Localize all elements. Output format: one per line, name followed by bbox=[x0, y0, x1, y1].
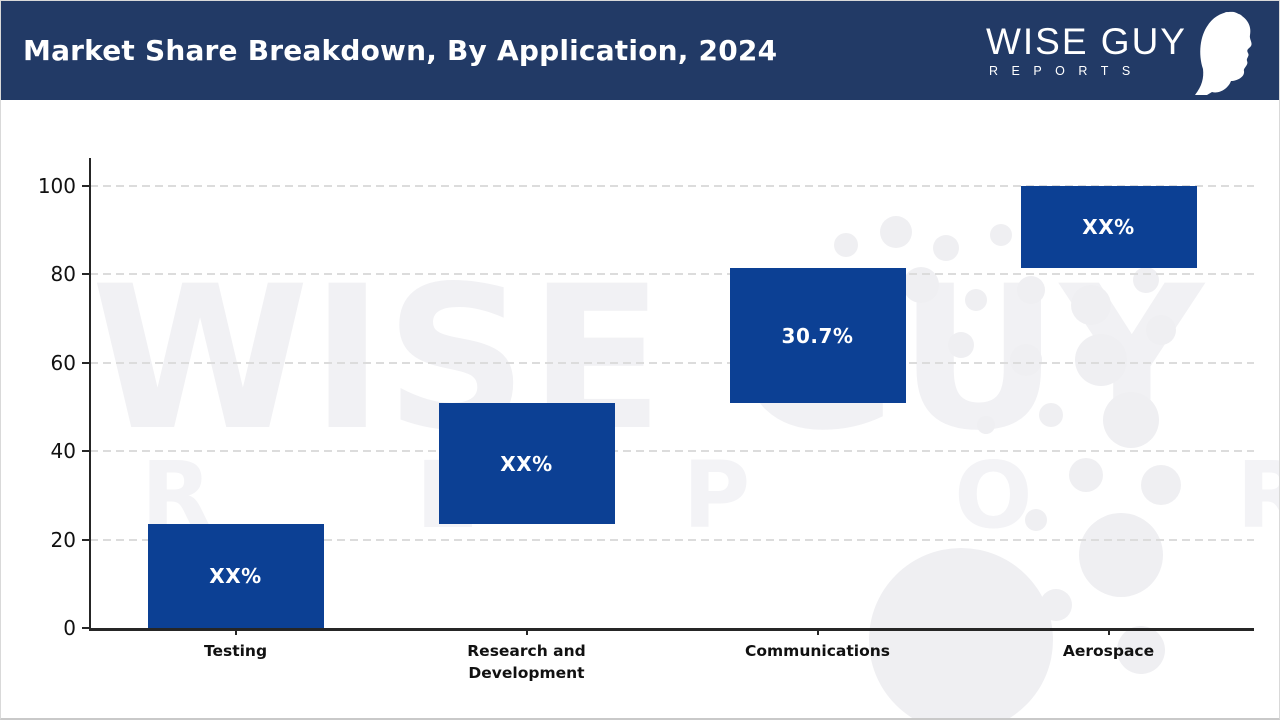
y-axis-tick bbox=[82, 185, 89, 187]
gridline-80 bbox=[90, 273, 1254, 276]
x-axis-tick bbox=[1107, 628, 1110, 635]
y-axis-tick bbox=[82, 361, 89, 364]
logo-face-icon bbox=[1195, 11, 1252, 95]
x-axis-line bbox=[89, 628, 1254, 631]
bar-communications: 30.7% bbox=[729, 267, 906, 404]
y-axis-tick bbox=[82, 627, 89, 629]
bar-aerospace: XX% bbox=[1020, 186, 1197, 268]
page-title: Market Share Breakdown, By Application, … bbox=[23, 34, 778, 67]
brand-logo-text: WISE GUY REPORTS bbox=[986, 23, 1187, 78]
gridline-60 bbox=[90, 361, 1254, 364]
bar-testing: XX% bbox=[147, 524, 324, 628]
y-axis-tick-label: 40 bbox=[50, 439, 76, 464]
x-axis-category-label: Testing bbox=[203, 642, 268, 660]
header-bar: Market Share Breakdown, By Application, … bbox=[1, 1, 1279, 100]
x-axis-tick bbox=[816, 628, 819, 635]
bar-value-label: XX% bbox=[1082, 214, 1135, 239]
x-axis-tick bbox=[525, 628, 528, 635]
y-axis-tick bbox=[82, 273, 89, 276]
y-axis-tick-label: 0 bbox=[63, 616, 76, 640]
bar-research-and: XX% bbox=[438, 403, 615, 525]
brand-name: WISE GUY bbox=[985, 21, 1187, 62]
x-axis-category-label: Research and Development bbox=[467, 642, 586, 682]
brand-subtitle: REPORTS bbox=[988, 64, 1144, 78]
y-axis-tick-label: 60 bbox=[50, 350, 76, 375]
y-axis-tick bbox=[82, 538, 89, 541]
bar-value-label: XX% bbox=[209, 564, 262, 589]
x-axis-category-label: Aerospace bbox=[1062, 642, 1155, 660]
y-axis-tick-label: 80 bbox=[50, 262, 76, 287]
gridline-100 bbox=[90, 185, 1254, 187]
market-share-chart: WISE GUY R E P O R T S 020406080100XX%Te… bbox=[1, 100, 1279, 718]
gridline-20 bbox=[90, 538, 1254, 541]
y-axis-tick-label: 100 bbox=[37, 174, 76, 198]
y-axis-tick-label: 20 bbox=[50, 527, 76, 552]
y-axis-line bbox=[89, 158, 91, 631]
y-axis-tick bbox=[82, 450, 89, 453]
bar-value-label: 30.7% bbox=[781, 323, 854, 348]
bar-value-label: XX% bbox=[500, 451, 553, 476]
x-axis-tick bbox=[234, 628, 237, 635]
brand-logo: WISE GUY REPORTS bbox=[986, 6, 1257, 96]
gridline-40 bbox=[90, 450, 1254, 453]
x-axis-category-label: Communications bbox=[745, 642, 890, 660]
